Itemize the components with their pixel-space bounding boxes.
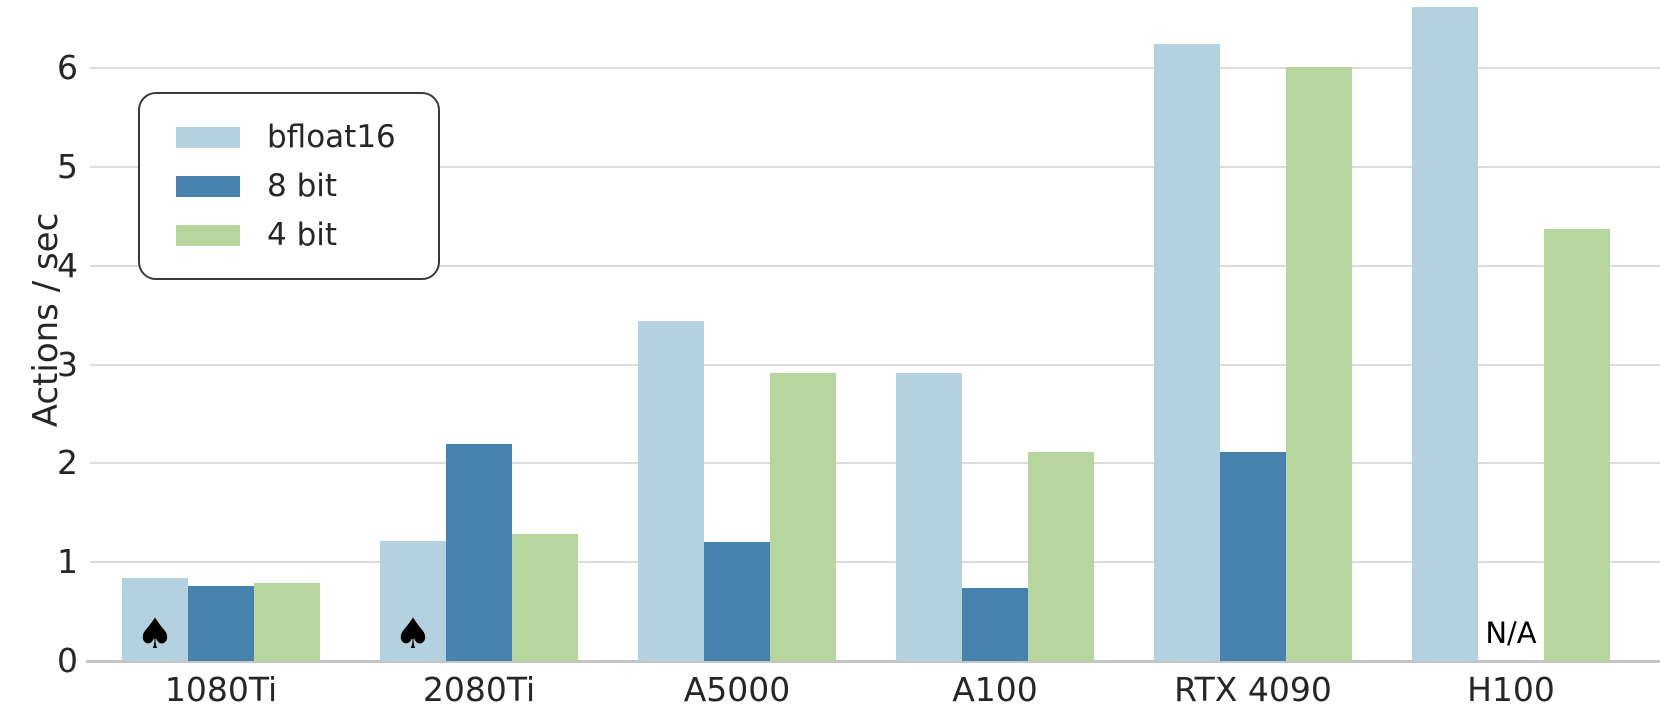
x-tick-label-rtx-4090: RTX 4090 — [1174, 670, 1332, 709]
gridline-5 — [90, 166, 1660, 168]
gridline-1 — [90, 561, 1660, 564]
bar-bfloat16-h100 — [1412, 6, 1478, 661]
bar-8-bit-rtx-4090 — [1220, 451, 1286, 661]
spade-annotation-2080ti: ♠ — [394, 609, 432, 658]
legend-label-8bit: 8 bit — [267, 168, 338, 204]
legend: bfloat16 8 bit 4 bit — [138, 92, 440, 280]
y-tick-label-4: 4 — [57, 245, 78, 285]
bar-4-bit-h100 — [1544, 229, 1610, 661]
y-tick-label-3: 3 — [57, 344, 78, 384]
legend-item-8bit: 8 bit — [176, 168, 438, 204]
gridline-2 — [90, 462, 1660, 465]
na-annotation-h100: N/A — [1485, 616, 1537, 650]
bar-8-bit-a5000 — [704, 542, 770, 661]
y-tick-label-0: 0 — [57, 641, 78, 680]
bar-4-bit-1080ti — [254, 582, 320, 661]
gridline-3 — [90, 363, 1660, 366]
legend-swatch-bfloat16 — [176, 126, 240, 148]
legend-swatch-4bit — [176, 224, 240, 246]
gridline-6 — [90, 67, 1660, 70]
bar-bfloat16-1080ti — [122, 578, 188, 661]
legend-label-bfloat16: bfloat16 — [267, 119, 396, 155]
y-tick-label-5: 5 — [57, 147, 78, 186]
bar-bfloat16-a100 — [896, 372, 962, 661]
x-axis-line — [86, 660, 1660, 663]
y-tick-label-6: 6 — [57, 48, 78, 88]
x-tick-label-h100: H100 — [1467, 670, 1555, 709]
x-tick-label-a100: A100 — [952, 670, 1038, 709]
x-tick-label-a5000: A5000 — [683, 670, 791, 709]
y-tick-label-1: 1 — [57, 542, 78, 582]
y-tick-label-2: 2 — [57, 443, 78, 483]
legend-swatch-8bit — [176, 175, 240, 197]
bar-bfloat16-rtx-4090 — [1154, 43, 1220, 661]
bar-8-bit-2080ti — [446, 443, 512, 661]
bar-4-bit-a100 — [1028, 451, 1094, 661]
spade-annotation-1080ti: ♠ — [136, 609, 174, 658]
bar-bfloat16-2080ti — [380, 541, 446, 661]
x-tick-label-1080ti: 1080Ti — [164, 670, 278, 709]
legend-item-4bit: 4 bit — [176, 217, 438, 253]
x-tick-label-2080ti: 2080Ti — [422, 670, 536, 709]
bar-8-bit-1080ti — [188, 585, 254, 661]
bar-4-bit-2080ti — [512, 533, 578, 661]
bar-4-bit-a5000 — [770, 372, 836, 661]
legend-label-4bit: 4 bit — [267, 217, 338, 253]
bar-4-bit-rtx-4090 — [1286, 67, 1352, 661]
bar-8-bit-a100 — [962, 587, 1028, 661]
gridline-4 — [90, 264, 1660, 267]
legend-item-bfloat16: bfloat16 — [176, 119, 438, 155]
bar-bfloat16-a5000 — [638, 321, 704, 661]
